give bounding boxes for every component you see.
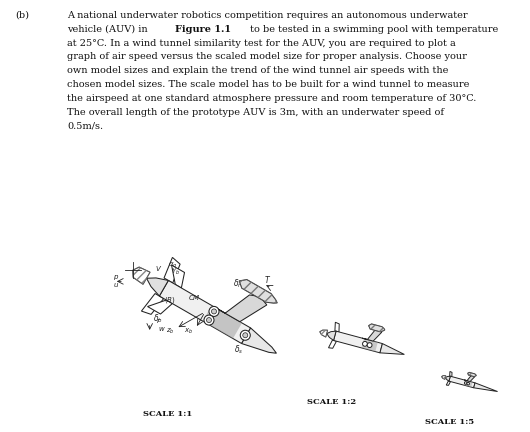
Circle shape (464, 382, 467, 384)
Text: to be tested in a swimming pool with temperature: to be tested in a swimming pool with tem… (248, 25, 499, 34)
Polygon shape (449, 376, 475, 388)
Polygon shape (142, 294, 164, 314)
Text: SCALE 1:5: SCALE 1:5 (425, 418, 474, 426)
Polygon shape (320, 330, 328, 337)
Text: $\alpha_q$: $\alpha_q$ (167, 260, 177, 271)
Text: $r$: $r$ (156, 316, 161, 325)
Text: at 25°C. In a wind tunnel similarity test for the AUV, you are required to plot : at 25°C. In a wind tunnel similarity tes… (67, 38, 456, 48)
Polygon shape (333, 331, 383, 353)
Polygon shape (164, 257, 180, 283)
Text: chosen model sizes. The scale model has to be built for a wind tunnel to measure: chosen model sizes. The scale model has … (67, 80, 470, 89)
Circle shape (367, 343, 372, 347)
Text: $(B)$: $(B)$ (164, 295, 176, 305)
Circle shape (207, 318, 211, 323)
Text: The overall length of the prototype AUV is 3m, with an underwater speed of: The overall length of the prototype AUV … (67, 108, 444, 117)
Polygon shape (132, 267, 150, 284)
Text: graph of air speed versus the scaled model size for proper analysis. Choose your: graph of air speed versus the scaled mod… (67, 52, 467, 61)
Polygon shape (361, 339, 378, 352)
Polygon shape (467, 372, 476, 377)
Polygon shape (441, 376, 446, 379)
Text: $p$: $p$ (113, 273, 119, 282)
Polygon shape (335, 322, 339, 332)
Text: SCALE 1:1: SCALE 1:1 (143, 410, 192, 418)
Text: A national underwater robotics competition requires an autonomous underwater: A national underwater robotics competiti… (67, 11, 467, 20)
Text: Figure 1.1: Figure 1.1 (175, 25, 231, 34)
Text: $w$: $w$ (158, 325, 165, 333)
Polygon shape (368, 324, 385, 332)
Polygon shape (362, 329, 382, 341)
Circle shape (204, 315, 214, 325)
Polygon shape (326, 331, 336, 340)
Circle shape (240, 330, 250, 340)
Polygon shape (445, 376, 450, 381)
Polygon shape (464, 375, 475, 381)
Text: $u$: $u$ (113, 281, 119, 289)
Polygon shape (146, 278, 169, 296)
Circle shape (363, 341, 367, 346)
Text: 0.5m/s.: 0.5m/s. (67, 121, 103, 130)
Text: $\delta_s$: $\delta_s$ (234, 343, 244, 356)
Text: own model sizes and explain the trend of the wind tunnel air speeds with the: own model sizes and explain the trend of… (67, 66, 448, 75)
Polygon shape (214, 295, 267, 322)
Polygon shape (160, 280, 251, 343)
Text: $\delta_r$: $\delta_r$ (233, 278, 242, 290)
Polygon shape (172, 265, 184, 288)
Polygon shape (329, 340, 337, 348)
Circle shape (467, 382, 470, 385)
Circle shape (211, 309, 216, 314)
Text: SCALE 1:2: SCALE 1:2 (307, 398, 356, 406)
Text: $CM$: $CM$ (188, 293, 201, 302)
Polygon shape (147, 300, 172, 314)
Polygon shape (474, 383, 498, 391)
Text: (b): (b) (15, 11, 29, 20)
Polygon shape (380, 343, 404, 354)
Polygon shape (464, 380, 473, 387)
Text: the airspeed at one standard atmosphere pressure and room temperature of 30°C.: the airspeed at one standard atmosphere … (67, 94, 476, 103)
Text: $Y_b$: $Y_b$ (171, 267, 180, 276)
Polygon shape (446, 381, 450, 385)
Polygon shape (202, 305, 242, 339)
Polygon shape (242, 328, 277, 353)
Polygon shape (449, 372, 452, 377)
Polygon shape (239, 280, 277, 303)
Text: vehicle (AUV) in: vehicle (AUV) in (67, 25, 151, 34)
Text: $x_b$: $x_b$ (184, 327, 193, 336)
Text: $V$: $V$ (155, 264, 162, 273)
Text: $T$: $T$ (264, 274, 271, 286)
Text: $\delta_b$: $\delta_b$ (153, 312, 163, 324)
Circle shape (243, 333, 248, 338)
Text: $z_b$: $z_b$ (166, 326, 174, 336)
Circle shape (209, 306, 219, 316)
